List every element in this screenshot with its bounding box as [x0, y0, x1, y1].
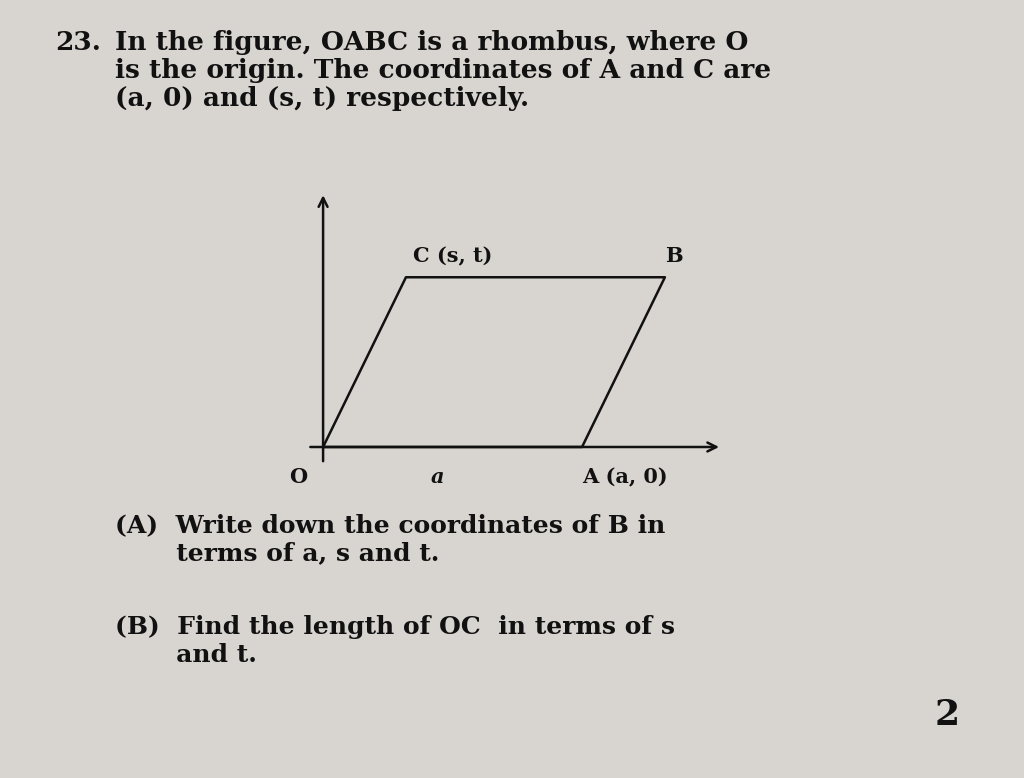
Text: a: a	[430, 468, 443, 487]
Text: 23.: 23.	[55, 30, 101, 55]
Text: 2: 2	[935, 698, 961, 732]
Text: B: B	[665, 246, 683, 266]
Text: O: O	[290, 468, 307, 487]
Text: terms of a, s and t.: terms of a, s and t.	[115, 541, 439, 565]
Text: In the figure, OABC is a rhombus, where O: In the figure, OABC is a rhombus, where …	[115, 30, 749, 55]
Text: C (s, t): C (s, t)	[414, 246, 493, 266]
Text: A (a, 0): A (a, 0)	[582, 468, 668, 487]
Text: (B)  Find the length of OC  in terms of s: (B) Find the length of OC in terms of s	[115, 615, 675, 639]
Text: is the origin. The coordinates of A and C are: is the origin. The coordinates of A and …	[115, 58, 771, 83]
Text: (A)  Write down the coordinates of B in: (A) Write down the coordinates of B in	[115, 513, 666, 537]
Text: (a, 0) and (s, t) respectively.: (a, 0) and (s, t) respectively.	[115, 86, 529, 111]
Text: and t.: and t.	[115, 643, 257, 667]
